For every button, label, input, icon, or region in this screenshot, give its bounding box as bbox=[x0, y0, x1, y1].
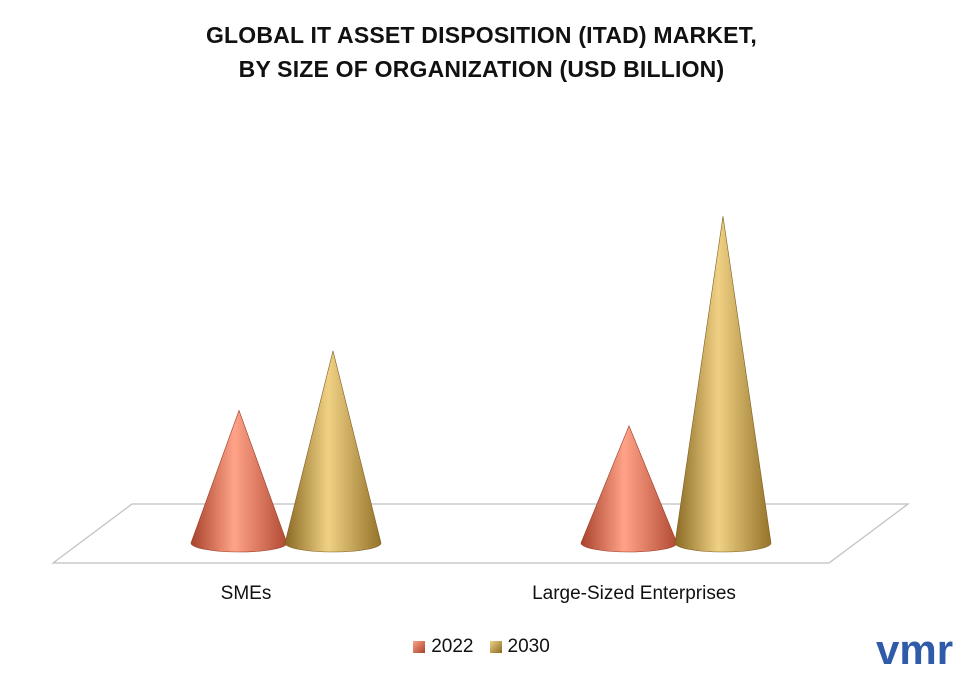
chart-title: GLOBAL IT ASSET DISPOSITION (ITAD) MARKE… bbox=[0, 18, 963, 86]
legend-label-2030: 2030 bbox=[507, 636, 550, 657]
legend-item-2022: 2022 bbox=[413, 636, 474, 658]
cone-2030-smes bbox=[284, 350, 382, 553]
cone-series-group bbox=[190, 216, 772, 553]
legend-item-2030: 2030 bbox=[489, 636, 550, 658]
legend-swatch-2030 bbox=[489, 641, 502, 653]
chart-title-line-2: BY SIZE OF ORGANIZATION (USD BILLION) bbox=[238, 56, 725, 82]
vmr-logo-icon: vmr bbox=[876, 630, 953, 672]
x-axis-labels: SMEs Large-Sized Enterprises bbox=[221, 583, 736, 604]
legend: 2022 2030 bbox=[0, 636, 963, 658]
x-tick-label: Large-Sized Enterprises bbox=[532, 583, 736, 604]
x-tick-label: SMEs bbox=[221, 583, 272, 604]
legend-swatch-2022 bbox=[413, 641, 426, 653]
chart-floor bbox=[51, 503, 910, 564]
chart-title-line-1: GLOBAL IT ASSET DISPOSITION (ITAD) MARKE… bbox=[205, 22, 758, 48]
cone-2030-large-sized-enterprises bbox=[674, 216, 772, 553]
cone-2022-large-sized-enterprises bbox=[580, 424, 678, 553]
logo-text: vmr bbox=[876, 630, 953, 672]
legend-label-2022: 2022 bbox=[431, 636, 474, 657]
cone-2022-smes bbox=[190, 409, 288, 553]
